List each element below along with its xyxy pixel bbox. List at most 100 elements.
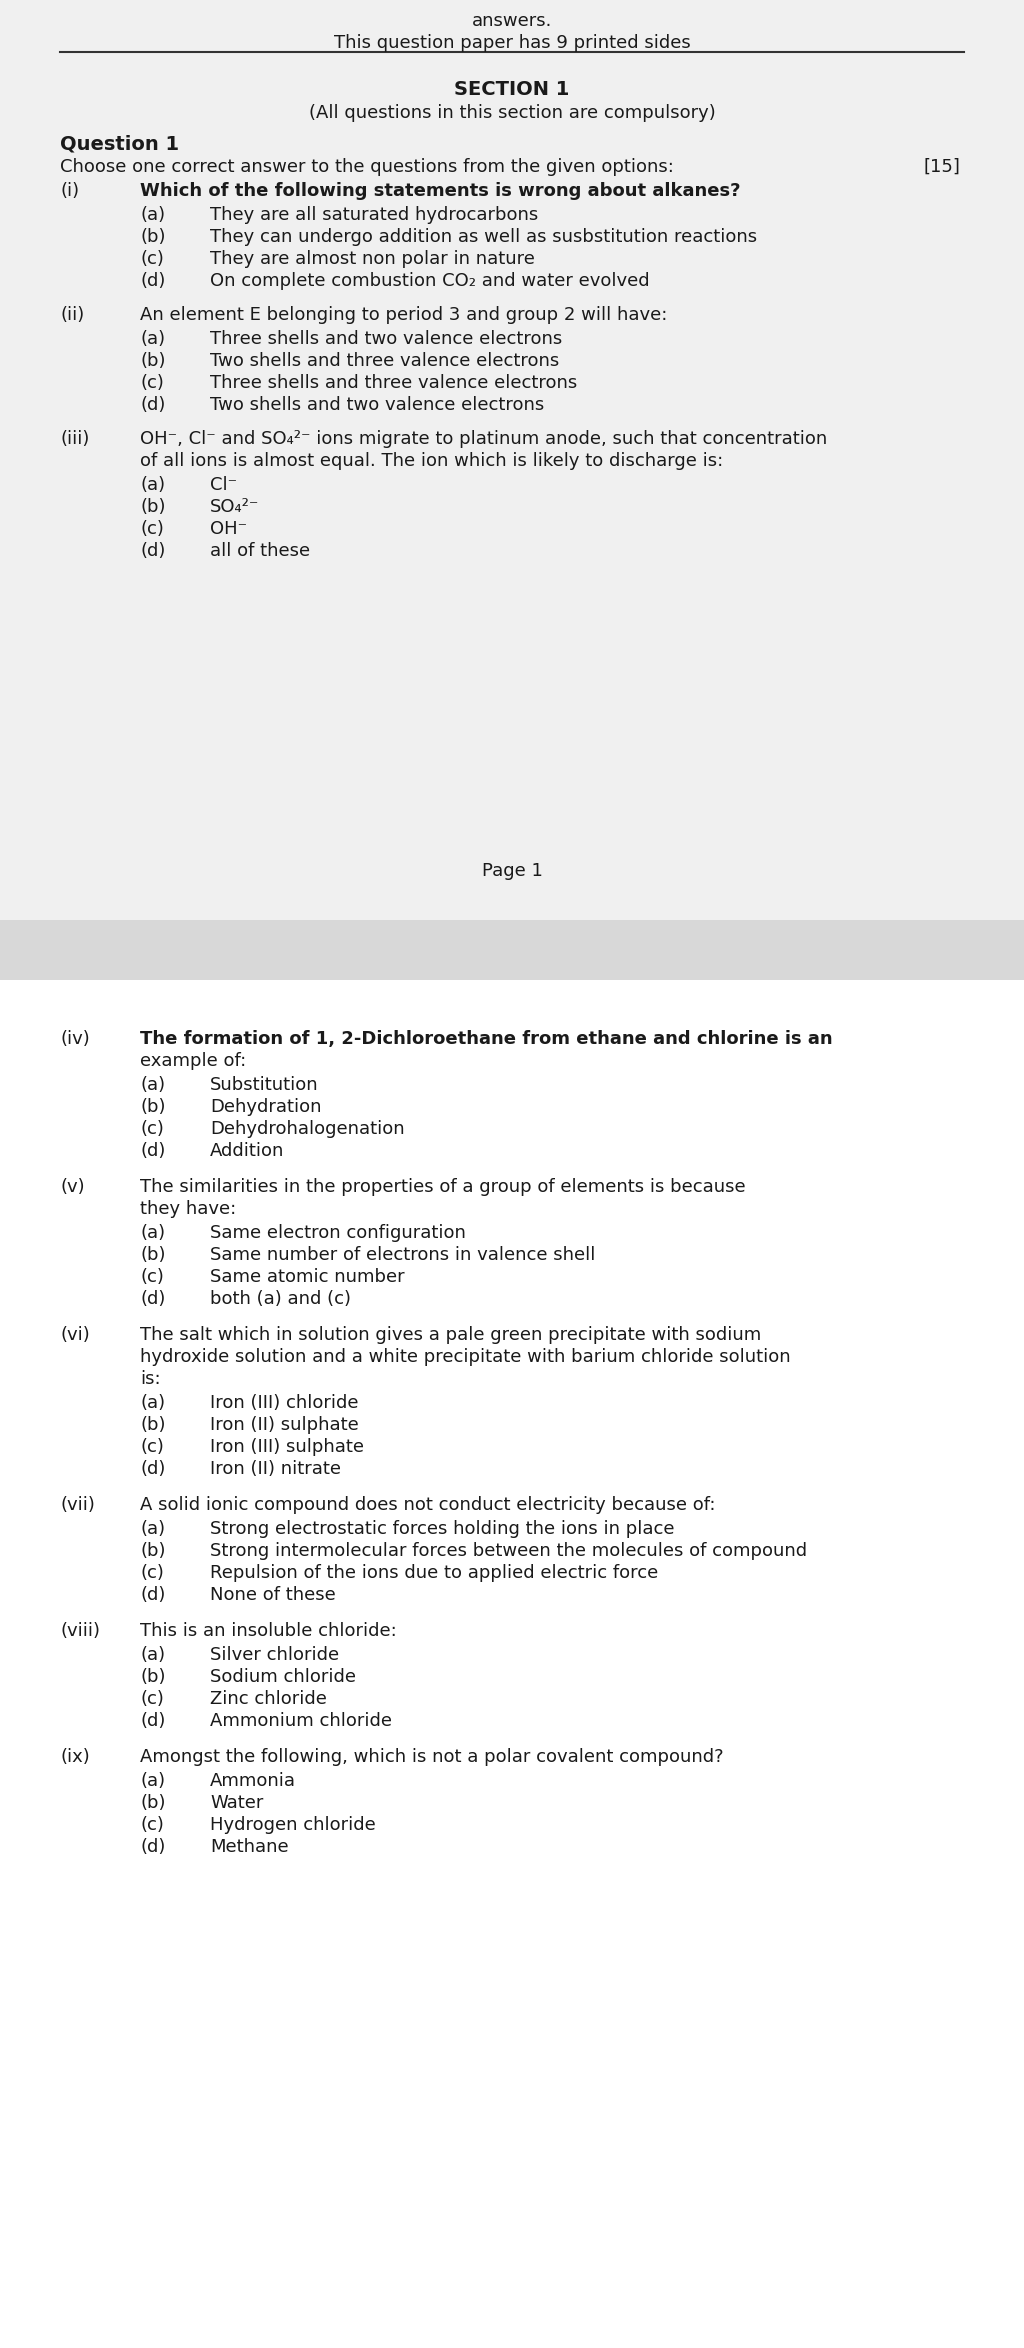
Text: (v): (v) (60, 1179, 85, 1195)
Text: They are all saturated hydrocarbons: They are all saturated hydrocarbons (210, 207, 539, 223)
Text: Question 1: Question 1 (60, 134, 179, 153)
Bar (0, 979, 1024, 2348)
Text: They are almost non polar in nature: They are almost non polar in nature (210, 249, 535, 268)
Text: Same atomic number: Same atomic number (210, 1268, 404, 1287)
Text: Iron (III) chloride: Iron (III) chloride (210, 1395, 358, 1411)
Text: Dehydration: Dehydration (210, 1099, 322, 1115)
Text: (viii): (viii) (60, 1622, 100, 1639)
Bar (0, 0, 1024, 920)
Text: Iron (II) sulphate: Iron (II) sulphate (210, 1416, 358, 1435)
Text: Methane: Methane (210, 1838, 289, 1855)
Text: They can undergo addition as well as susbstitution reactions: They can undergo addition as well as sus… (210, 228, 757, 247)
Text: (a): (a) (140, 331, 165, 348)
Text: Ammonia: Ammonia (210, 1773, 296, 1789)
Text: The similarities in the properties of a group of elements is because: The similarities in the properties of a … (140, 1179, 745, 1195)
Text: (c): (c) (140, 373, 164, 392)
Text: Strong intermolecular forces between the molecules of compound: Strong intermolecular forces between the… (210, 1543, 807, 1559)
Text: (d): (d) (140, 1141, 165, 1160)
Text: (a): (a) (140, 477, 165, 493)
Text: (c): (c) (140, 519, 164, 538)
Text: This is an insoluble chloride:: This is an insoluble chloride: (140, 1622, 396, 1639)
Text: (d): (d) (140, 1712, 165, 1730)
Text: (b): (b) (140, 1099, 166, 1115)
Text: Iron (III) sulphate: Iron (III) sulphate (210, 1437, 364, 1456)
Text: (c): (c) (140, 1815, 164, 1834)
Text: Same electron configuration: Same electron configuration (210, 1223, 466, 1242)
Text: (d): (d) (140, 1289, 165, 1308)
Text: The formation of 1, 2-Dichloroethane from ethane and chlorine is an: The formation of 1, 2-Dichloroethane fro… (140, 1031, 833, 1047)
Text: Strong electrostatic forces holding the ions in place: Strong electrostatic forces holding the … (210, 1519, 675, 1538)
Text: On complete combustion CO₂ and water evolved: On complete combustion CO₂ and water evo… (210, 272, 649, 291)
Text: Repulsion of the ions due to applied electric force: Repulsion of the ions due to applied ele… (210, 1564, 658, 1583)
Text: Same number of electrons in valence shell: Same number of electrons in valence shel… (210, 1247, 595, 1263)
Text: answers.: answers. (472, 12, 552, 31)
Text: (b): (b) (140, 352, 166, 371)
Text: (a): (a) (140, 1646, 165, 1665)
Text: Addition: Addition (210, 1141, 285, 1160)
Text: Hydrogen chloride: Hydrogen chloride (210, 1815, 376, 1834)
Text: they have:: they have: (140, 1200, 237, 1219)
Text: An element E belonging to period 3 and group 2 will have:: An element E belonging to period 3 and g… (140, 305, 668, 324)
Text: is:: is: (140, 1369, 161, 1388)
Text: (vii): (vii) (60, 1496, 95, 1514)
Text: (ii): (ii) (60, 305, 84, 324)
Text: (c): (c) (140, 1691, 164, 1707)
Text: (d): (d) (140, 1838, 165, 1855)
Text: (a): (a) (140, 207, 165, 223)
Text: Iron (II) nitrate: Iron (II) nitrate (210, 1460, 341, 1477)
Text: Two shells and two valence electrons: Two shells and two valence electrons (210, 397, 544, 413)
Text: Page 1: Page 1 (481, 862, 543, 880)
Text: (c): (c) (140, 1437, 164, 1456)
Text: (a): (a) (140, 1075, 165, 1094)
Text: all of these: all of these (210, 542, 310, 561)
Text: Dehydrohalogenation: Dehydrohalogenation (210, 1120, 404, 1139)
Text: (a): (a) (140, 1773, 165, 1789)
Text: Substitution: Substitution (210, 1075, 318, 1094)
Text: (b): (b) (140, 1667, 166, 1686)
Text: (iii): (iii) (60, 430, 89, 448)
Text: SO₄²⁻: SO₄²⁻ (210, 498, 259, 517)
Text: (d): (d) (140, 272, 165, 291)
Text: (b): (b) (140, 1794, 166, 1813)
Text: Cl⁻: Cl⁻ (210, 477, 238, 493)
Text: Sodium chloride: Sodium chloride (210, 1667, 356, 1686)
Text: (b): (b) (140, 498, 166, 517)
Text: (b): (b) (140, 1247, 166, 1263)
Text: (c): (c) (140, 1268, 164, 1287)
Text: (d): (d) (140, 1460, 165, 1477)
Text: Water: Water (210, 1794, 263, 1813)
Text: OH⁻: OH⁻ (210, 519, 247, 538)
Text: of all ions is almost equal. The ion which is likely to discharge is:: of all ions is almost equal. The ion whi… (140, 453, 723, 470)
Text: OH⁻, Cl⁻ and SO₄²⁻ ions migrate to platinum anode, such that concentration: OH⁻, Cl⁻ and SO₄²⁻ ions migrate to plati… (140, 430, 827, 448)
Text: [15]: [15] (923, 157, 961, 176)
Text: (b): (b) (140, 1416, 166, 1435)
Text: This question paper has 9 printed sides: This question paper has 9 printed sides (334, 33, 690, 52)
Bar (0, 920, 1024, 979)
Text: (c): (c) (140, 1120, 164, 1139)
Text: (c): (c) (140, 1564, 164, 1583)
Text: (i): (i) (60, 183, 79, 200)
Text: The salt which in solution gives a pale green precipitate with sodium: The salt which in solution gives a pale … (140, 1327, 761, 1343)
Text: (ix): (ix) (60, 1747, 90, 1766)
Text: (b): (b) (140, 228, 166, 247)
Text: (vi): (vi) (60, 1327, 90, 1343)
Text: (d): (d) (140, 397, 165, 413)
Text: both (a) and (c): both (a) and (c) (210, 1289, 351, 1308)
Text: Silver chloride: Silver chloride (210, 1646, 339, 1665)
Text: (c): (c) (140, 249, 164, 268)
Text: (a): (a) (140, 1519, 165, 1538)
Text: Two shells and three valence electrons: Two shells and three valence electrons (210, 352, 559, 371)
Text: A solid ionic compound does not conduct electricity because of:: A solid ionic compound does not conduct … (140, 1496, 716, 1514)
Text: (a): (a) (140, 1395, 165, 1411)
Text: Amongst the following, which is not a polar covalent compound?: Amongst the following, which is not a po… (140, 1747, 724, 1766)
Text: Which of the following statements is wrong about alkanes?: Which of the following statements is wro… (140, 183, 740, 200)
Text: None of these: None of these (210, 1585, 336, 1604)
Text: Three shells and two valence electrons: Three shells and two valence electrons (210, 331, 562, 348)
Text: Three shells and three valence electrons: Three shells and three valence electrons (210, 373, 578, 392)
Text: (All questions in this section are compulsory): (All questions in this section are compu… (308, 103, 716, 122)
Text: hydroxide solution and a white precipitate with barium chloride solution: hydroxide solution and a white precipita… (140, 1348, 791, 1367)
Text: Zinc chloride: Zinc chloride (210, 1691, 327, 1707)
Text: SECTION 1: SECTION 1 (455, 80, 569, 99)
Text: (a): (a) (140, 1223, 165, 1242)
Text: Choose one correct answer to the questions from the given options:: Choose one correct answer to the questio… (60, 157, 674, 176)
